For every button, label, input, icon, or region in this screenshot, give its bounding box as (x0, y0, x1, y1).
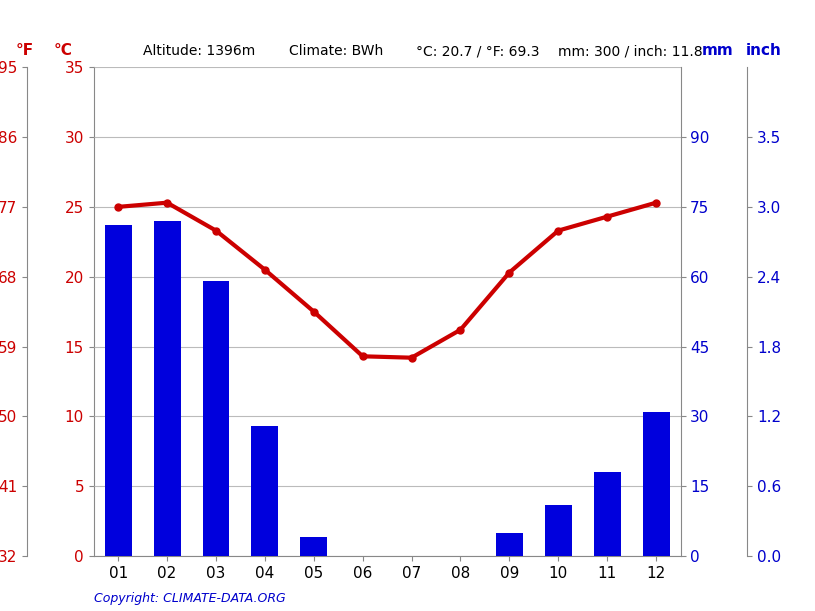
Bar (593, 472, 621, 556)
Bar (496, 533, 523, 556)
Text: Copyright: CLIMATE-DATA.ORG: Copyright: CLIMATE-DATA.ORG (94, 592, 285, 605)
Bar (642, 412, 669, 556)
Bar (153, 221, 180, 556)
Text: °F: °F (15, 43, 33, 58)
Text: mm: 300 / inch: 11.8: mm: 300 / inch: 11.8 (558, 44, 703, 58)
Bar (203, 281, 230, 556)
Text: °C: °C (53, 43, 73, 58)
Bar (544, 505, 571, 556)
Text: Altitude: 1396m: Altitude: 1396m (143, 44, 255, 58)
Text: Climate: BWh: Climate: BWh (289, 44, 384, 58)
Bar (251, 426, 279, 556)
Text: inch: inch (746, 43, 782, 58)
Bar (300, 538, 327, 556)
Text: °C: 20.7 / °F: 69.3: °C: 20.7 / °F: 69.3 (416, 44, 540, 58)
Bar (105, 225, 132, 556)
Text: mm: mm (702, 43, 733, 58)
